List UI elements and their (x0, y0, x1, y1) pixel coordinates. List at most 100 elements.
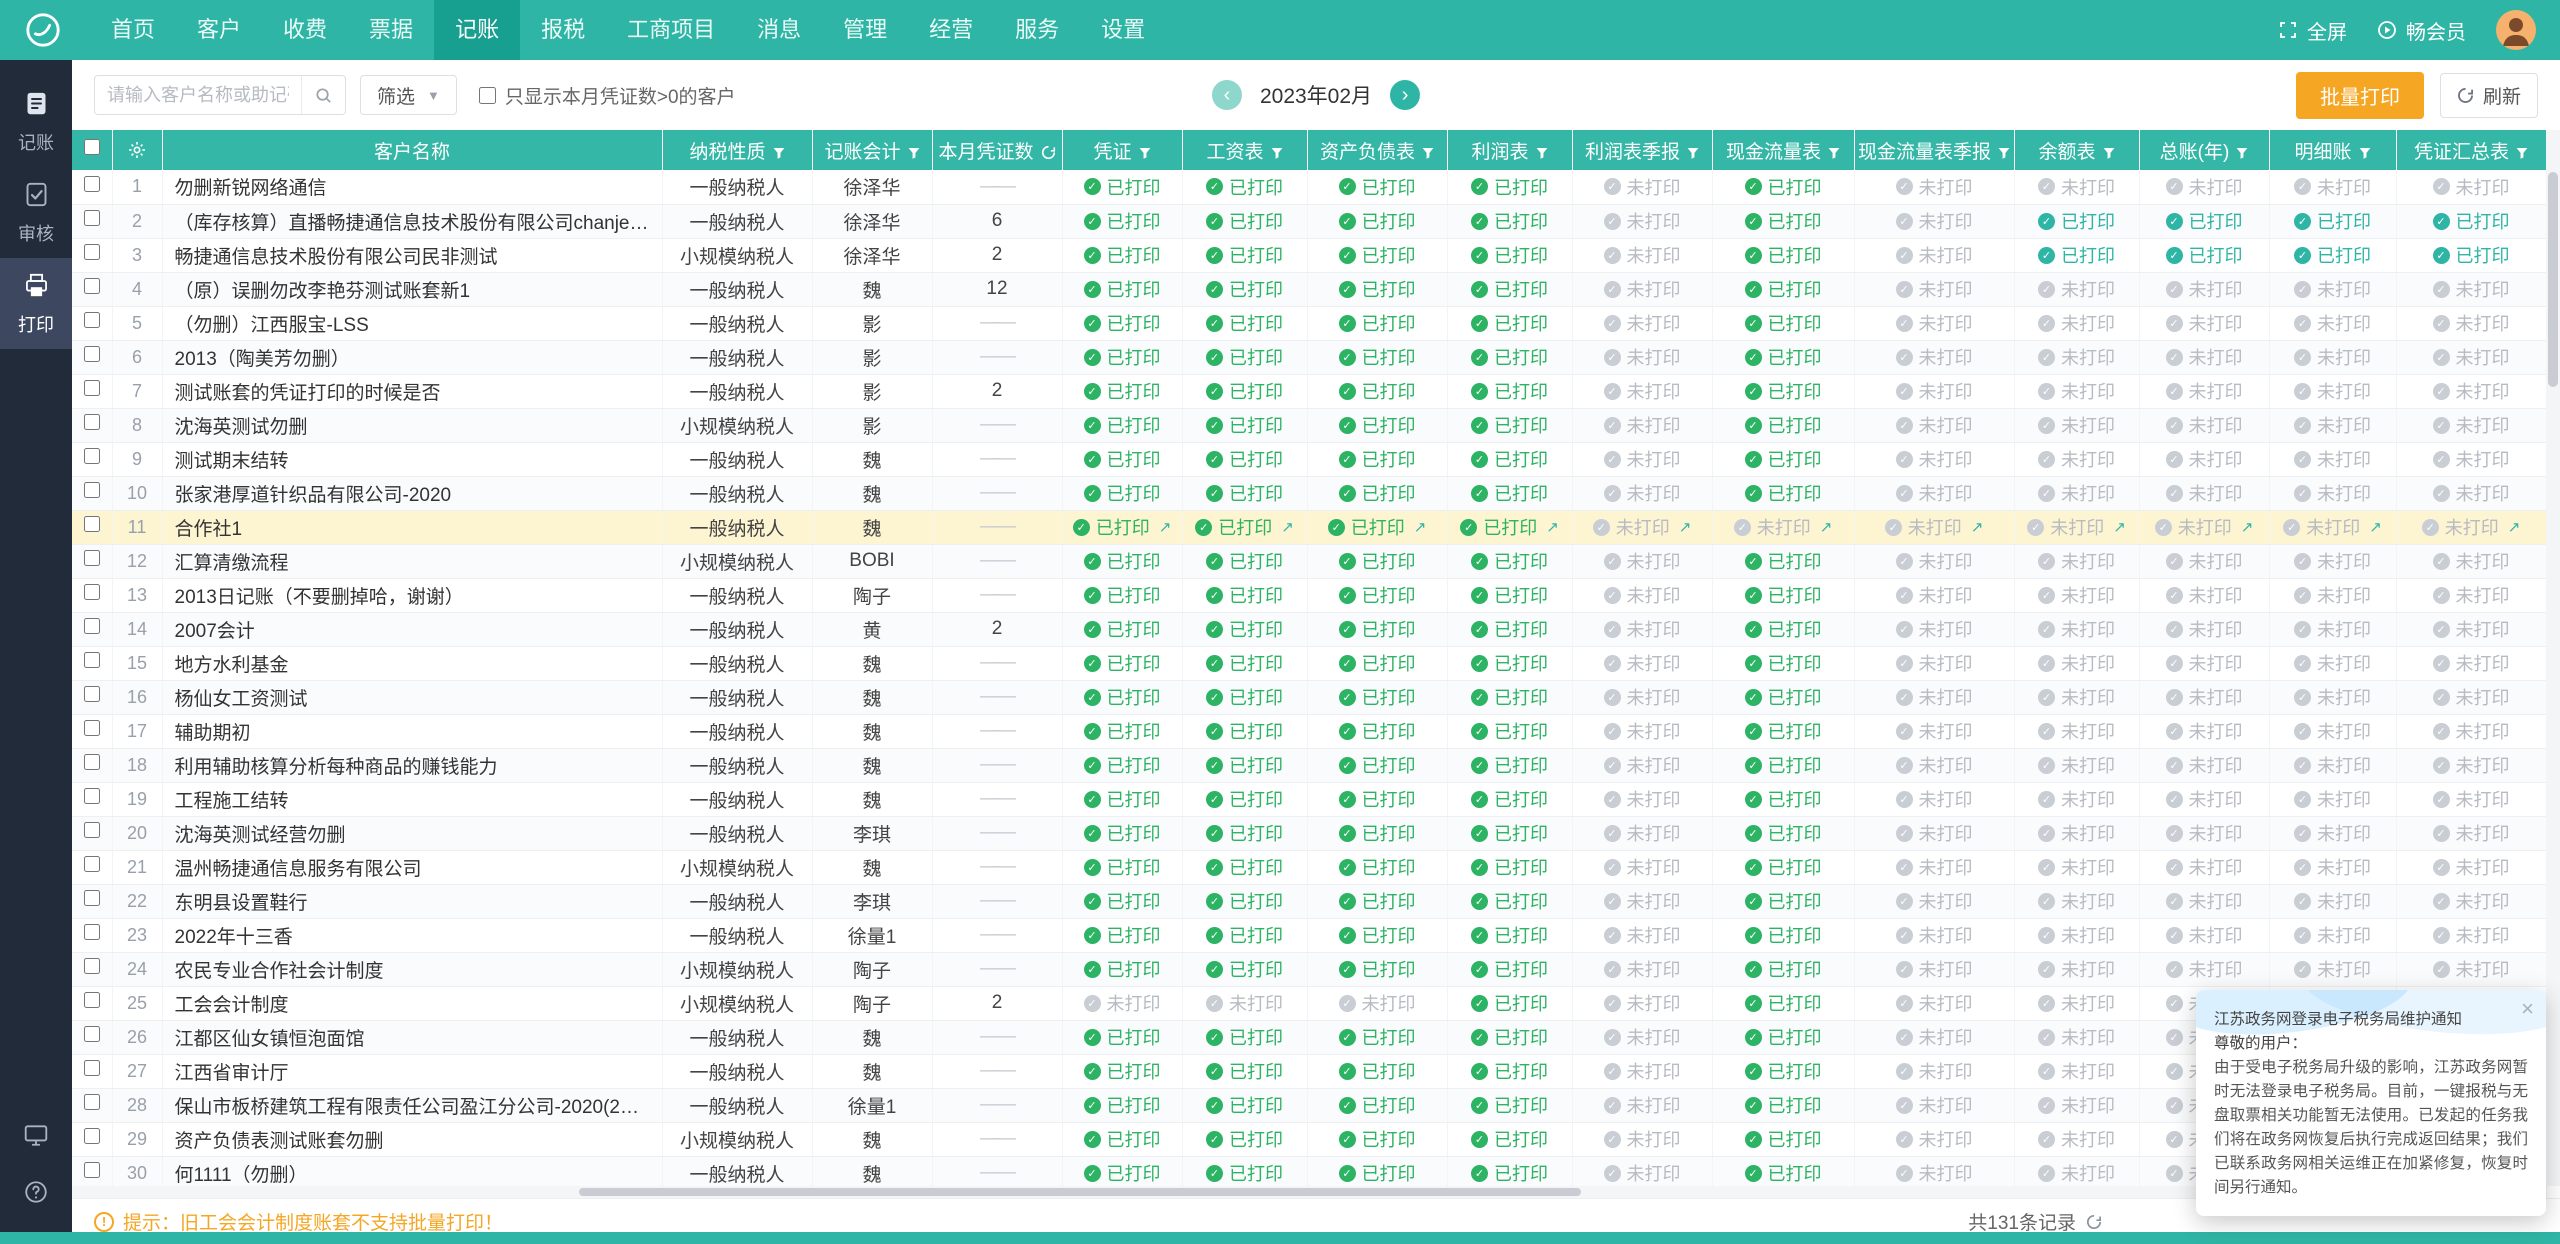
table-row[interactable]: 8 沈海英测试勿删 小规模纳税人影 —— ✓ 已打印 ✓ 已打印 ✓ 已打印 ✓ 已打印 ✓ 未打印 ✓ 已打… (72, 408, 2547, 443)
col-settings[interactable] (112, 130, 163, 170)
popup-close-button[interactable]: × (2521, 995, 2534, 1021)
col-status-现金流量表[interactable]: 现金流量表 (1712, 130, 1855, 170)
table-row[interactable]: 17 辅助期初 一般纳税人魏 —— ✓ 已打印 ✓ 已打印 ✓ 已打印 ✓ 已打印 ✓ 未打印 ✓ 已打印 ✓ 未… (72, 714, 2547, 749)
nav-item-票据[interactable]: 票据 (369, 17, 414, 42)
filter-icon[interactable] (1422, 147, 1434, 159)
row-checkbox[interactable] (83, 856, 100, 872)
row-checkbox[interactable] (83, 1060, 100, 1076)
col-status-明细账[interactable]: 明细账 (2269, 130, 2397, 170)
support-icon[interactable] (23, 1179, 49, 1210)
open-report-icon[interactable]: ↗ (2369, 519, 2382, 536)
nav-item-管理[interactable]: 管理 (843, 17, 888, 42)
row-checkbox[interactable] (83, 210, 100, 226)
nav-item-记账[interactable]: 记账 (434, 0, 521, 60)
filter-icon[interactable] (2359, 147, 2371, 159)
table-row[interactable]: 29 资产负债表测试账套勿删 小规模纳税人魏 —— ✓ 已打印 ✓ 已打印 ✓ 已打印 ✓ 已打印 ✓ 未… (72, 1122, 2547, 1157)
col-customer-name[interactable]: 客户名称 (162, 130, 663, 170)
voucher-filter-checkbox[interactable]: 只显示本月凭证数>0的客户 (478, 82, 736, 109)
open-report-icon[interactable]: ↗ (1819, 519, 1833, 536)
sidebar-item-打印[interactable]: 打印 (0, 258, 72, 349)
table-row[interactable]: 10 张家港厚道针织品有限公司-2020 一般纳税人魏 —— ✓ 已打印 ✓ 已打印 ✓ 已打印 ✓… (72, 476, 2547, 511)
column-settings-icon[interactable] (129, 141, 145, 158)
sidebar-item-审核[interactable]: 审核 (0, 167, 72, 258)
user-avatar[interactable] (2496, 10, 2536, 50)
refresh-button[interactable]: 刷新 (2439, 72, 2538, 118)
filter-icon[interactable] (773, 147, 785, 159)
table-row[interactable]: 28 保山市板桥建筑工程有限责任公司盈江分公司-2020(20220614... 一… (72, 1088, 2547, 1123)
row-checkbox[interactable] (83, 958, 100, 974)
filter-icon[interactable] (1271, 147, 1283, 159)
row-checkbox[interactable] (83, 992, 100, 1008)
filter-icon[interactable] (2236, 147, 2248, 159)
col-status-总账(年)[interactable]: 总账(年) (2139, 130, 2270, 170)
row-checkbox[interactable] (83, 244, 100, 260)
table-row[interactable]: 9 测试期末结转 一般纳税人魏 —— ✓ 已打印 ✓ 已打印 ✓ 已打印 ✓ 已打印 ✓ 未打印 ✓ 已打印 ✓… (72, 442, 2547, 477)
table-row[interactable]: 21 温州畅捷通信息服务有限公司 小规模纳税人魏 —— ✓ 已打印 ✓ 已打印 ✓ 已打印 ✓ 已打印… (72, 850, 2547, 885)
row-checkbox[interactable] (83, 1026, 100, 1042)
table-row[interactable]: 2 （库存核算）直播畅捷通信息技术股份有限公司chanjet（原... 一般纳税人徐… (72, 204, 2547, 239)
row-checkbox[interactable] (83, 890, 100, 906)
filter-icon[interactable] (2516, 147, 2528, 159)
row-checkbox[interactable] (83, 380, 100, 396)
open-report-icon[interactable]: ↗ (1970, 519, 1984, 536)
row-checkbox[interactable] (83, 618, 100, 634)
table-row[interactable]: 19 工程施工结转 一般纳税人魏 —— ✓ 已打印 ✓ 已打印 ✓ 已打印 ✓ 已打印 ✓ 未打印 ✓ 已打印… (72, 782, 2547, 817)
sidebar-item-记账[interactable]: 记账 (0, 76, 72, 167)
col-status-资产负债表[interactable]: 资产负债表 (1307, 130, 1448, 170)
col-status-现金流量表季报[interactable]: 现金流量表季报 (1854, 130, 2015, 170)
row-checkbox[interactable] (83, 414, 100, 430)
row-checkbox[interactable] (83, 652, 100, 668)
filter-icon[interactable] (908, 147, 920, 159)
nav-item-服务[interactable]: 服务 (1015, 17, 1060, 42)
next-month-button[interactable]: › (1390, 80, 1421, 110)
table-row[interactable]: 3 畅捷通信息技术股份有限公司民非测试 小规模纳税人 徐泽华 2 ✓ 已打印 ✓ 已打印 ✓ 已打印… (72, 238, 2547, 273)
table-row[interactable]: 13 2013日记账（不要删掉哈，谢谢） 一般纳税人 陶子 —— ✓ 已打印 ✓ 已打印 ✓ 已打印… (72, 578, 2547, 613)
row-checkbox[interactable] (83, 788, 100, 804)
open-report-icon[interactable]: ↗ (1413, 519, 1427, 536)
row-checkbox[interactable] (83, 516, 100, 532)
open-report-icon[interactable]: ↗ (2507, 519, 2521, 536)
col-status-余额表[interactable]: 余额表 (2014, 130, 2140, 170)
filter-icon[interactable] (1139, 147, 1151, 159)
col-status-利润表季报[interactable]: 利润表季报 (1572, 130, 1713, 170)
search-input[interactable] (95, 84, 301, 106)
search-button[interactable] (301, 76, 345, 114)
table-row[interactable]: 22 东明县设置鞋行 一般纳税人 李琪 —— ✓ 已打印 ✓ 已打印 ✓ 已打印 ✓ 已打印 ✓ 未打印 ✓ 已… (72, 884, 2547, 919)
table-row[interactable]: 24 农民专业合作社会计制度 小规模纳税人 陶子 —— ✓ 已打印 ✓ 已打印 ✓ 已打印 ✓ 已打印 ✓… (72, 952, 2547, 987)
row-checkbox[interactable] (83, 720, 100, 736)
filter-icon[interactable] (1687, 147, 1699, 159)
table-row[interactable]: 15 地方水利基金 一般纳税人魏 —— ✓ 已打印 ✓ 已打印 ✓ 已打印 ✓ 已打印 ✓ 未打印 ✓ 已打印… (72, 646, 2547, 681)
vertical-scrollbar[interactable] (2546, 130, 2560, 1186)
table-row[interactable]: 27 江西省审计厅 一般纳税人魏 —— ✓ 已打印 ✓ 已打印 ✓ 已打印 ✓ 已打印 ✓ 未打印 ✓ 已打印… (72, 1054, 2547, 1089)
nav-item-设置[interactable]: 设置 (1101, 17, 1146, 42)
col-voucher-count[interactable]: 本月凭证数 (932, 130, 1063, 170)
table-row[interactable]: 5 （勿删）江西服宝-LSS 一般纳税人影 —— ✓ 已打印 ✓ 已打印 ✓ 已打印 ✓ 已打印 ✓ 未打… (72, 306, 2547, 341)
table-row[interactable]: 26 江都区仙女镇恒泡面馆 一般纳税人魏 —— ✓ 已打印 ✓ 已打印 ✓ 已打印 ✓ 已打印 ✓ 未打印… (72, 1020, 2547, 1055)
monitor-icon[interactable] (23, 1122, 49, 1153)
col-status-凭证[interactable]: 凭证 (1062, 130, 1183, 170)
nav-item-客户[interactable]: 客户 (197, 17, 242, 42)
nav-item-首页[interactable]: 首页 (111, 17, 156, 42)
col-status-工资表[interactable]: 工资表 (1182, 130, 1308, 170)
member-button[interactable]: 畅会员 (2377, 16, 2466, 45)
open-report-icon[interactable]: ↗ (1678, 519, 1692, 536)
fullscreen-button[interactable]: 全屏 (2278, 16, 2347, 45)
filter-icon[interactable] (1536, 147, 1548, 159)
open-report-icon[interactable]: ↗ (1546, 519, 1559, 536)
row-checkbox[interactable] (83, 175, 100, 192)
open-report-icon[interactable]: ↗ (2113, 519, 2126, 536)
col-accountant[interactable]: 记账会计 (812, 130, 933, 170)
horizontal-scrollbar[interactable] (72, 1186, 2546, 1198)
horizontal-scrollbar-thumb[interactable] (579, 1188, 1582, 1196)
col-status-凭证汇总表[interactable]: 凭证汇总表 (2396, 130, 2547, 170)
table-row[interactable]: 20 沈海英测试经营勿删 一般纳税人 李琪 —— ✓ 已打印 ✓ 已打印 ✓ 已打印 ✓ 已打印 ✓ 未打印… (72, 816, 2547, 851)
row-checkbox[interactable] (83, 482, 100, 498)
filter-icon[interactable] (1828, 147, 1840, 159)
nav-item-消息[interactable]: 消息 (757, 17, 802, 42)
row-checkbox[interactable] (83, 312, 100, 328)
vertical-scrollbar-thumb[interactable] (2548, 172, 2558, 387)
table-row[interactable]: 1 勿删新锐网络通信 一般纳税人 徐泽华 —— ✓ 已打印 ✓ 已打印 ✓ 已打印 ✓ 已打印 ✓ 未打印 ✓… (72, 170, 2547, 205)
row-checkbox[interactable] (83, 1094, 100, 1110)
col-select[interactable] (72, 130, 113, 170)
col-tax-type[interactable]: 纳税性质 (662, 130, 813, 170)
